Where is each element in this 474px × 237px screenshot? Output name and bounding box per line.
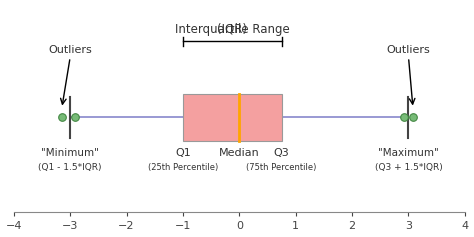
Text: "Maximum": "Maximum" <box>378 148 439 158</box>
Text: (Q3 + 1.5*IQR): (Q3 + 1.5*IQR) <box>374 163 442 172</box>
Point <box>58 115 65 119</box>
Text: Outliers: Outliers <box>48 45 92 55</box>
Text: "Minimum": "Minimum" <box>41 148 99 158</box>
Text: Interquartile Range: Interquartile Range <box>175 23 290 36</box>
Text: Median: Median <box>219 148 260 158</box>
Point <box>400 115 408 119</box>
Text: (IQR): (IQR) <box>217 8 247 36</box>
Text: Outliers: Outliers <box>387 45 430 55</box>
Bar <box>183 94 282 141</box>
Text: (75th Percentile): (75th Percentile) <box>246 163 317 172</box>
Text: (Q1 - 1.5*IQR): (Q1 - 1.5*IQR) <box>38 163 102 172</box>
Text: Q1: Q1 <box>175 148 191 158</box>
Text: Q3: Q3 <box>274 148 290 158</box>
Point <box>71 115 79 119</box>
Point <box>409 115 417 119</box>
Text: (25th Percentile): (25th Percentile) <box>148 163 218 172</box>
